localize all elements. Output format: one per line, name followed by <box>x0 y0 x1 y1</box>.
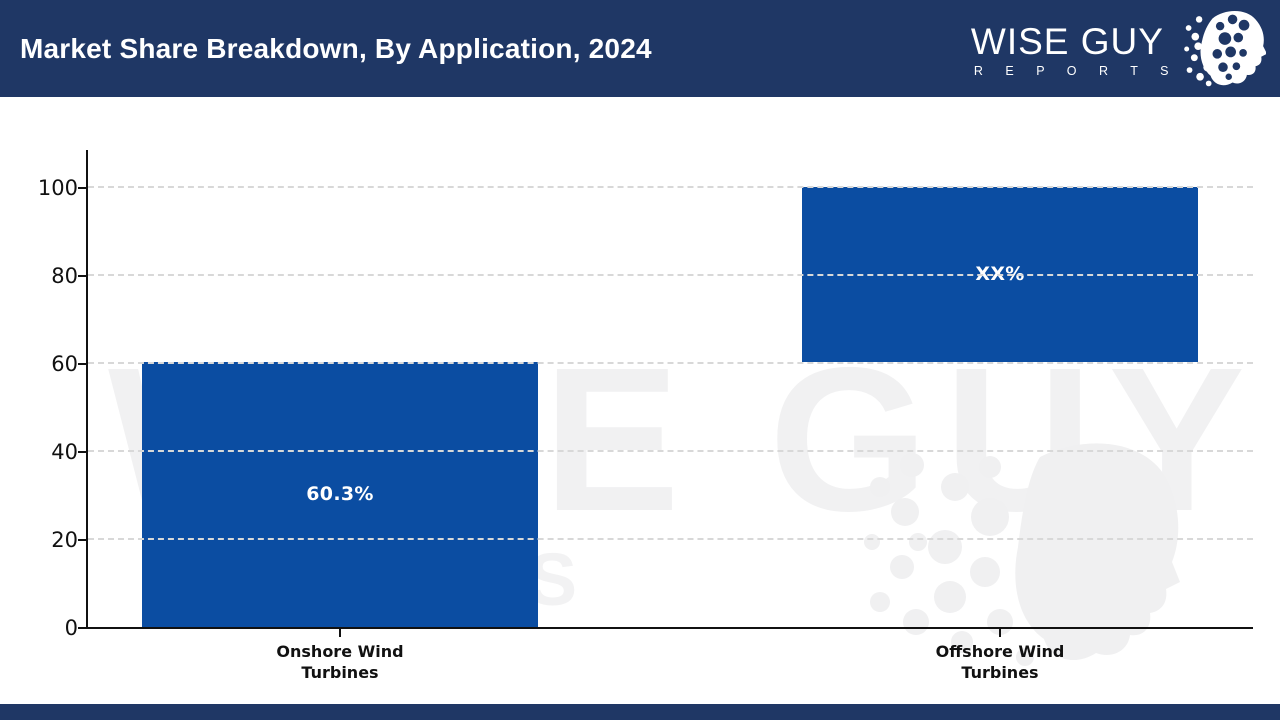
page-title: Market Share Breakdown, By Application, … <box>20 32 652 64</box>
y-tick-label-0: 0 <box>64 616 78 640</box>
y-tick-label-100: 100 <box>37 176 78 200</box>
y-tick-20 <box>78 539 86 541</box>
wiseguy-logo: WISE GUY R E P O R T S <box>971 8 1266 92</box>
footer-bar <box>0 704 1280 720</box>
logo-text: WISE GUY R E P O R T S <box>971 23 1178 78</box>
bar-value-label: 60.3% <box>306 483 374 506</box>
x-category-label-1: Onshore Wind Turbines <box>276 642 404 683</box>
gridline-60 <box>88 362 1253 364</box>
y-tick-40 <box>78 451 86 453</box>
gridline-40 <box>88 450 1253 452</box>
gridline-100 <box>88 186 1253 188</box>
y-axis-line <box>86 150 88 629</box>
x-category-label-2: Offshore Wind Turbines <box>935 642 1065 683</box>
y-tick-100 <box>78 187 86 189</box>
y-tick-label-80: 80 <box>51 264 78 288</box>
x-axis-line <box>86 627 1253 629</box>
watermark-face-icon <box>864 443 1180 666</box>
y-tick-0 <box>78 627 86 629</box>
y-tick-60 <box>78 363 86 365</box>
gridline-20 <box>88 538 1253 540</box>
y-tick-label-60: 60 <box>51 352 78 376</box>
y-tick-label-40: 40 <box>51 440 78 464</box>
x-tick-2 <box>999 629 1001 637</box>
x-tick-1 <box>339 629 341 637</box>
y-tick-label-20: 20 <box>51 528 78 552</box>
logo-subtitle: R E P O R T S <box>973 63 1178 78</box>
y-tick-80 <box>78 275 86 277</box>
bar-1: 60.3% <box>142 361 538 627</box>
logo-face-icon <box>1184 11 1266 87</box>
bar-chart: WISE GUY R T S 60.3%XX%020406080100Onsho… <box>0 97 1280 704</box>
gridline-80 <box>88 274 1253 276</box>
header: Market Share Breakdown, By Application, … <box>0 0 1280 97</box>
logo-wordmark: WISE GUY <box>970 20 1164 62</box>
